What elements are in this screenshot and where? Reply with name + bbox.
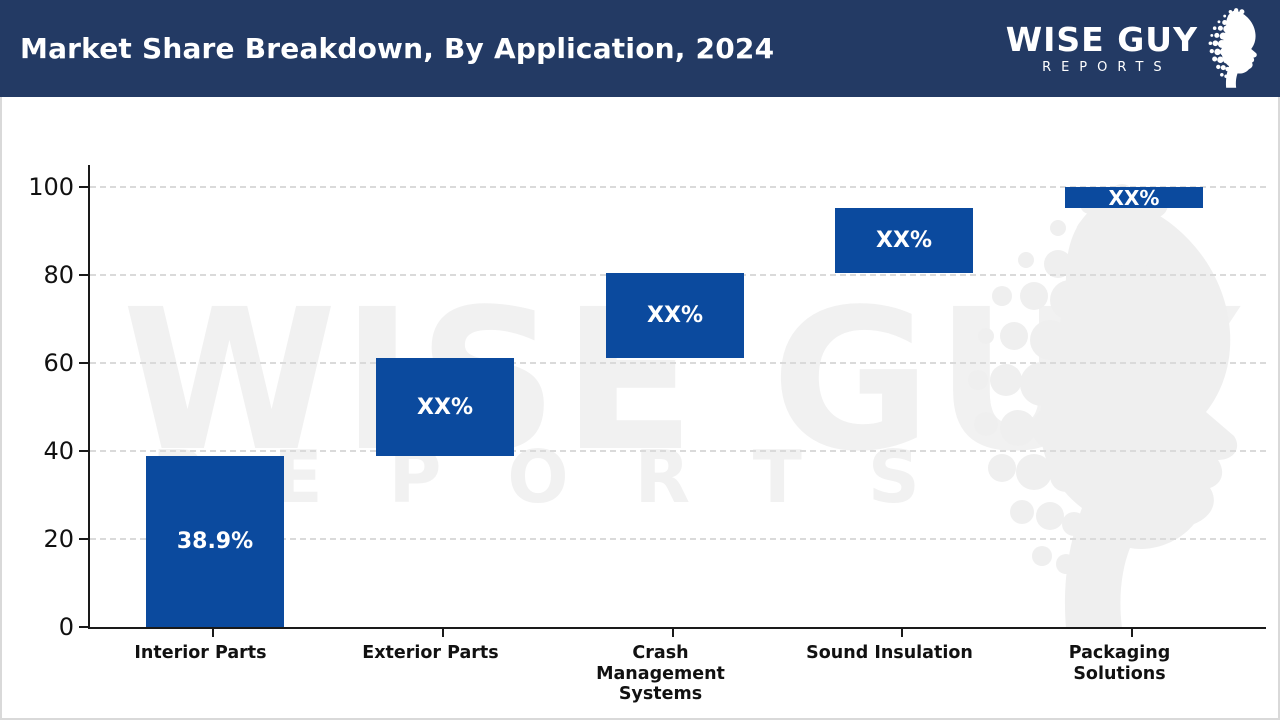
- x-tick-mark: [672, 629, 674, 637]
- y-tick-label: 40: [43, 437, 74, 465]
- gridline-40: [90, 450, 1266, 452]
- x-tick-mark: [1131, 629, 1133, 637]
- x-axis-label-exterior-parts: Exterior Parts: [362, 643, 499, 663]
- bar-sound-insulation: XX%: [835, 208, 973, 274]
- y-tick-mark: [79, 274, 88, 276]
- bar-packaging-solutions: XX%: [1065, 185, 1203, 210]
- bar-value-label: XX%: [647, 303, 703, 329]
- bar-crash-management-systems: XX%: [606, 273, 744, 359]
- y-tick-label: 20: [43, 525, 74, 553]
- y-tick-mark: [79, 538, 88, 540]
- header-bar: Market Share Breakdown, By Application, …: [0, 0, 1280, 97]
- y-tick-label: 0: [58, 613, 74, 641]
- y-tick-label: 100: [28, 173, 74, 201]
- bar-value-label: XX%: [876, 228, 932, 254]
- x-tick-mark: [901, 629, 903, 637]
- bar-value-label: XX%: [1108, 185, 1160, 210]
- y-tick-mark: [79, 186, 88, 188]
- y-tick-label: 80: [43, 261, 74, 289]
- y-tick-mark: [79, 626, 88, 628]
- brand-subtitle: REPORTS: [1042, 59, 1172, 75]
- chart-area: WISE GUY REPORTS 38.9% XX% XX% XX% XX% 0 20 40…: [0, 97, 1280, 720]
- y-tick-mark: [79, 362, 88, 364]
- brand-logo: WISE GUY REPORTS: [1006, 6, 1266, 92]
- gridline-20: [90, 538, 1266, 540]
- x-axis-label-interior-parts: Interior Parts: [134, 643, 267, 663]
- bar-exterior-parts: XX%: [376, 358, 514, 456]
- bar-value-label: 38.9%: [176, 528, 254, 554]
- brand-logo-text: WISE GUY REPORTS: [1006, 23, 1198, 75]
- brand-head-icon: [1192, 6, 1266, 92]
- brand-name: WISE GUY: [1005, 19, 1198, 59]
- x-axis-label-packaging-solutions: Packaging Solutions: [1068, 643, 1171, 684]
- bar-interior-parts: 38.9%: [146, 455, 284, 627]
- gridline-60: [90, 362, 1266, 364]
- page-title: Market Share Breakdown, By Application, …: [20, 32, 775, 65]
- x-tick-mark: [442, 629, 444, 637]
- y-tick-mark: [79, 450, 88, 452]
- gridline-100: [90, 186, 1266, 188]
- plot-area: 38.9% XX% XX% XX% XX%: [88, 165, 1266, 629]
- bar-value-label: XX%: [417, 394, 473, 420]
- x-axis-label-sound-insulation: Sound Insulation: [806, 643, 973, 663]
- y-tick-label: 60: [43, 349, 74, 377]
- x-axis-label-crash-management-systems: Crash Management Systems: [596, 643, 725, 705]
- x-tick-mark: [212, 629, 214, 637]
